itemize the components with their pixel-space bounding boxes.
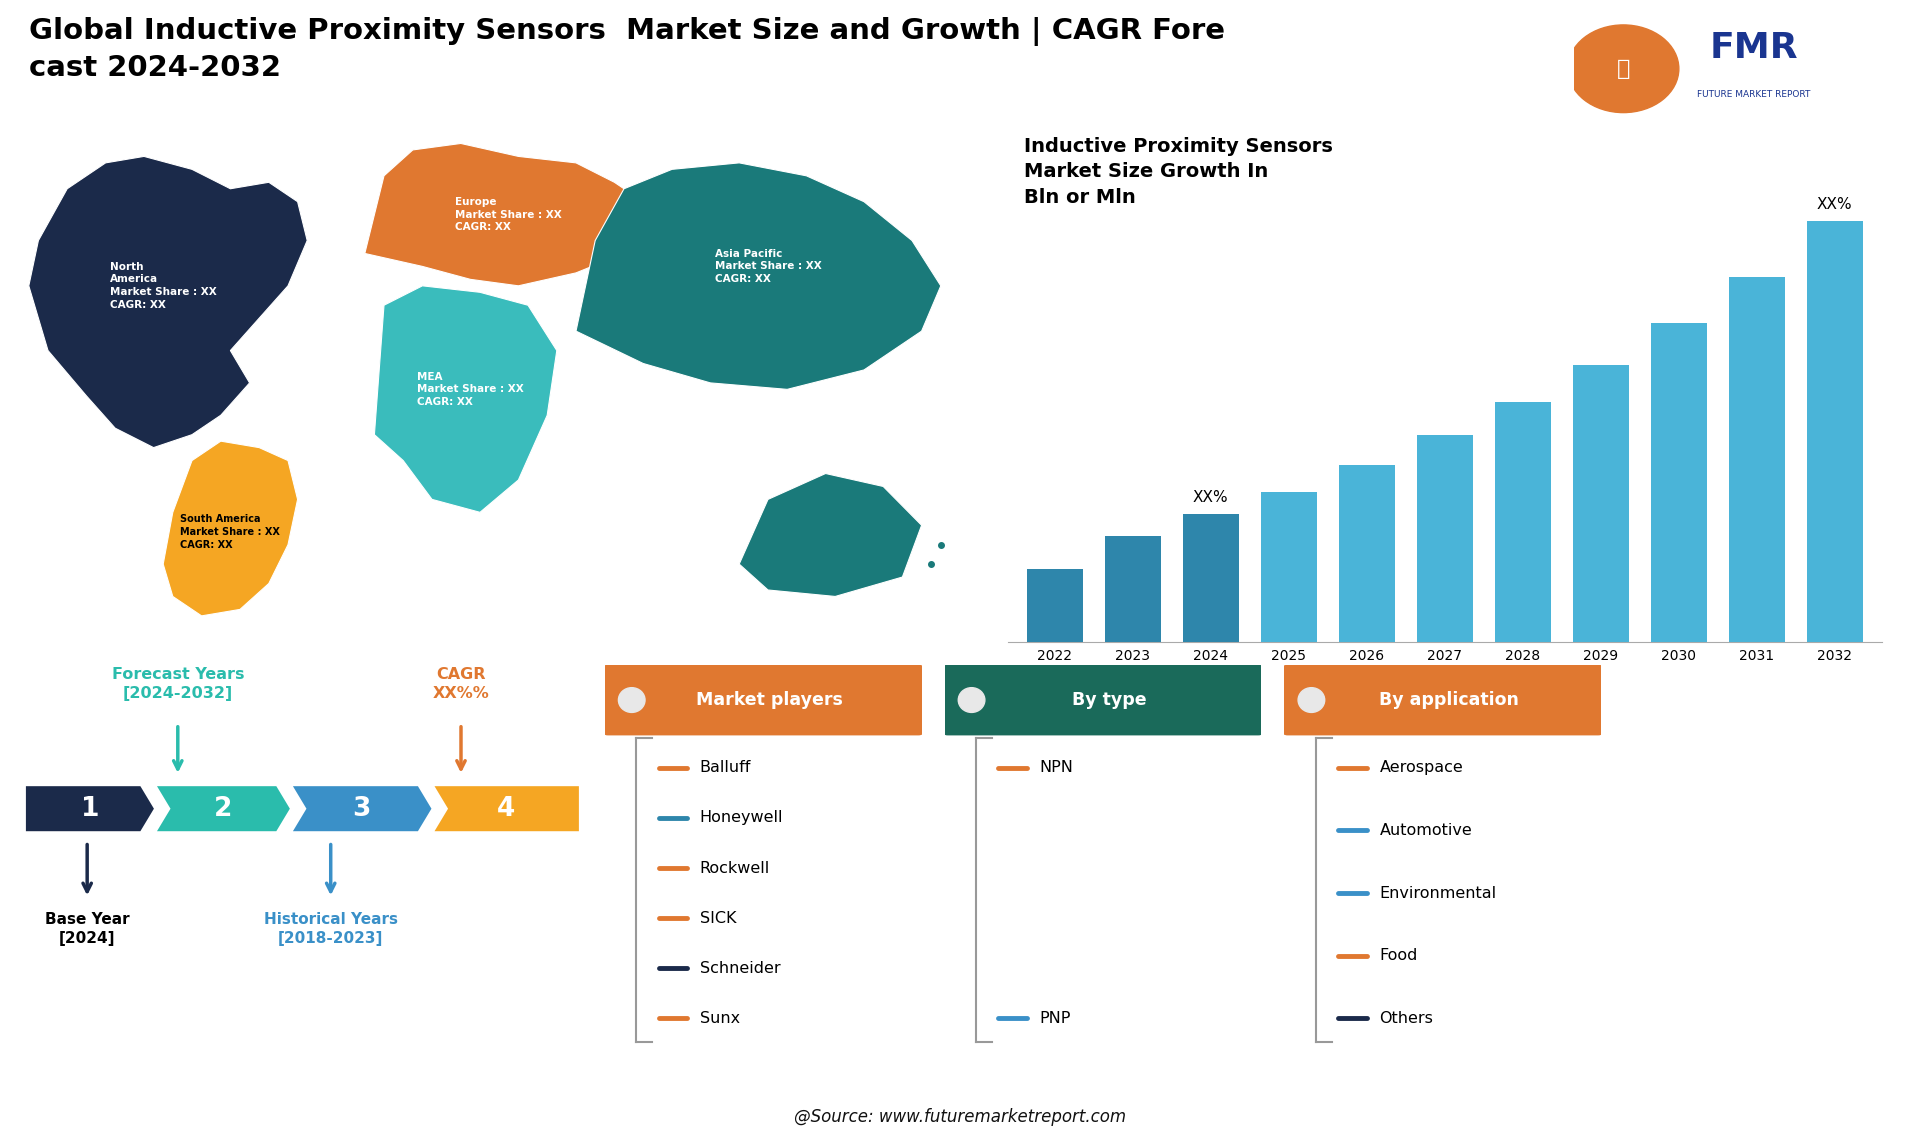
Text: XX%: XX% — [1816, 197, 1853, 212]
Text: XX%: XX% — [1192, 489, 1229, 505]
Bar — [1104, 535, 1162, 642]
Text: CAGR
XX%%: CAGR XX%% — [432, 667, 490, 701]
Bar — [1417, 435, 1473, 642]
Text: Historical Years
[2018-2023]: Historical Years [2018-2023] — [263, 912, 397, 945]
Polygon shape — [374, 285, 557, 512]
Text: 1: 1 — [81, 795, 100, 822]
Bar — [1183, 513, 1238, 642]
Polygon shape — [365, 143, 653, 285]
Bar — [1728, 277, 1786, 642]
Text: By application: By application — [1379, 691, 1519, 709]
Polygon shape — [292, 785, 432, 832]
Text: FUTURE MARKET REPORT: FUTURE MARKET REPORT — [1697, 91, 1811, 99]
Text: @Source: www.futuremarketreport.com: @Source: www.futuremarketreport.com — [795, 1108, 1125, 1127]
Bar — [1261, 492, 1317, 642]
Text: Honeywell: Honeywell — [699, 810, 783, 825]
Text: FMR: FMR — [1709, 31, 1799, 65]
Circle shape — [1569, 25, 1678, 112]
Text: Inductive Proximity Sensors
Market Size Growth In
Bln or Mln: Inductive Proximity Sensors Market Size … — [1023, 136, 1332, 207]
FancyBboxPatch shape — [601, 665, 925, 736]
Text: Sunx: Sunx — [699, 1011, 739, 1026]
Polygon shape — [156, 785, 292, 832]
Polygon shape — [739, 473, 922, 596]
Text: 👤: 👤 — [1617, 58, 1630, 79]
Text: Europe
Market Share : XX
CAGR: XX: Europe Market Share : XX CAGR: XX — [455, 197, 563, 233]
Polygon shape — [163, 441, 298, 615]
Polygon shape — [25, 785, 156, 832]
Text: SICK: SICK — [699, 911, 737, 926]
Circle shape — [1298, 688, 1325, 713]
Bar — [1338, 464, 1394, 642]
Circle shape — [958, 688, 985, 713]
Text: NPN: NPN — [1041, 760, 1073, 776]
Bar — [1027, 568, 1083, 642]
FancyBboxPatch shape — [1281, 665, 1605, 736]
Text: 4: 4 — [497, 795, 515, 822]
Text: Market players: Market players — [697, 691, 843, 709]
Text: PNP: PNP — [1041, 1011, 1071, 1026]
Text: South America
Market Share : XX
CAGR: XX: South America Market Share : XX CAGR: XX — [180, 513, 280, 550]
Text: By type: By type — [1071, 691, 1146, 709]
Text: North
America
Market Share : XX
CAGR: XX: North America Market Share : XX CAGR: XX — [109, 261, 217, 311]
Text: Base Year
[2024]: Base Year [2024] — [44, 912, 129, 945]
Text: Automotive: Automotive — [1379, 823, 1473, 838]
Polygon shape — [432, 785, 580, 832]
Text: Asia Pacific
Market Share : XX
CAGR: XX: Asia Pacific Market Share : XX CAGR: XX — [714, 249, 822, 284]
Polygon shape — [29, 156, 307, 448]
Bar — [1494, 401, 1551, 642]
Text: 3: 3 — [353, 795, 371, 822]
Text: Environmental: Environmental — [1379, 886, 1498, 901]
Text: Forecast Years
[2024-2032]: Forecast Years [2024-2032] — [111, 667, 244, 701]
Text: Rockwell: Rockwell — [699, 861, 770, 876]
Text: Food: Food — [1379, 948, 1417, 963]
Text: Aerospace: Aerospace — [1379, 760, 1463, 776]
Polygon shape — [576, 163, 941, 390]
Circle shape — [618, 688, 645, 713]
Bar — [1572, 364, 1628, 642]
Text: Balluff: Balluff — [699, 760, 751, 776]
FancyBboxPatch shape — [941, 665, 1265, 736]
Text: 2: 2 — [213, 795, 232, 822]
Bar — [1807, 221, 1862, 642]
Text: Global Inductive Proximity Sensors  Market Size and Growth | CAGR Fore
cast 2024: Global Inductive Proximity Sensors Marke… — [29, 17, 1225, 81]
Bar — [1651, 323, 1707, 642]
Text: MEA
Market Share : XX
CAGR: XX: MEA Market Share : XX CAGR: XX — [417, 371, 524, 407]
Text: Others: Others — [1379, 1011, 1434, 1026]
Text: Schneider: Schneider — [699, 960, 780, 975]
